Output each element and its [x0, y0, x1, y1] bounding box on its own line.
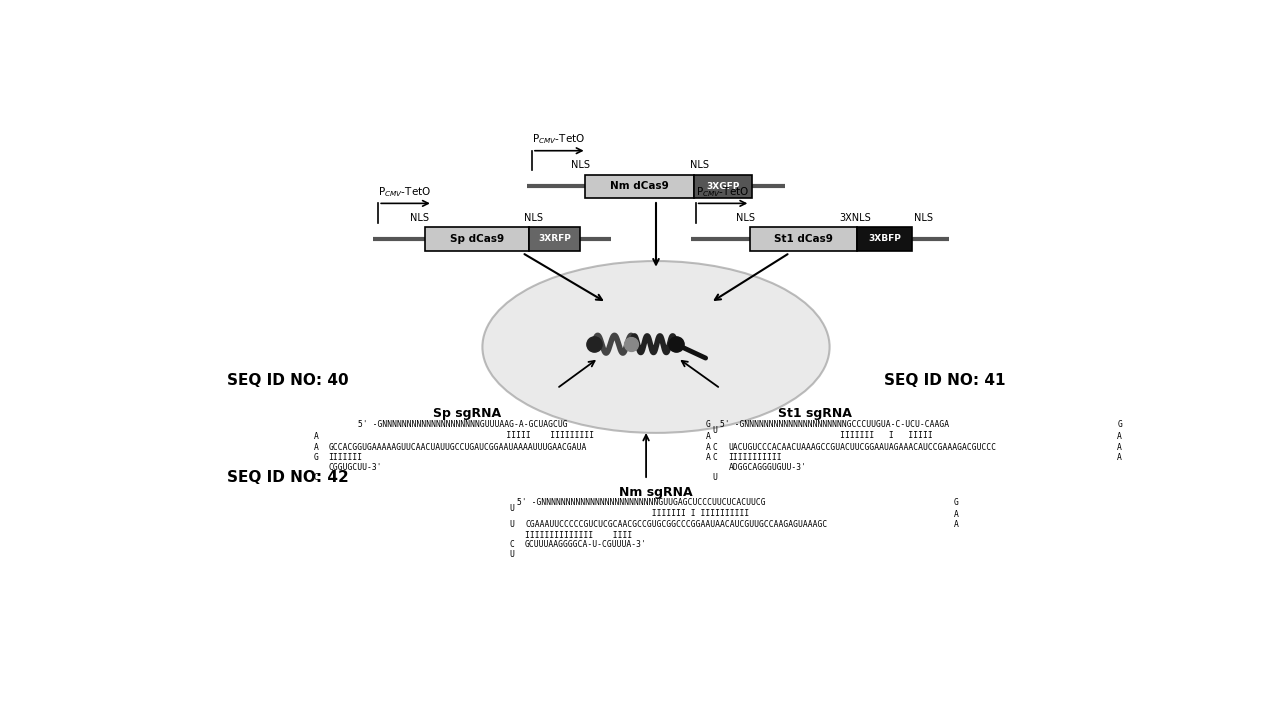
Text: C: C — [713, 443, 717, 451]
Text: NLS: NLS — [690, 160, 709, 170]
Text: NLS: NLS — [571, 160, 590, 170]
Text: A: A — [954, 521, 959, 529]
Text: NLS: NLS — [410, 213, 429, 222]
FancyBboxPatch shape — [694, 174, 751, 198]
FancyBboxPatch shape — [529, 228, 580, 251]
Text: U: U — [509, 504, 515, 513]
Text: P$_{CMV}$-TetO: P$_{CMV}$-TetO — [532, 132, 585, 146]
Text: UACUGUCCCACAACUAAAGCCGUACUUCGGAAUAGAAACAUCCGAAAGACGUCCC: UACUGUCCCACAACUAAAGCCGUACUUCGGAAUAGAAACA… — [728, 443, 997, 451]
FancyBboxPatch shape — [585, 174, 694, 198]
Text: IIIIIII I IIIIIIIIII: IIIIIII I IIIIIIIIII — [525, 509, 749, 518]
Text: C: C — [713, 453, 717, 462]
Text: G: G — [1117, 420, 1123, 429]
Ellipse shape — [483, 261, 829, 433]
FancyBboxPatch shape — [858, 228, 911, 251]
Text: Nm sgRNA: Nm sgRNA — [620, 486, 692, 499]
Text: Sp sgRNA: Sp sgRNA — [434, 407, 502, 420]
Text: A: A — [954, 510, 959, 519]
Text: C: C — [509, 541, 515, 549]
Text: SEQ ID NO: 42: SEQ ID NO: 42 — [228, 469, 349, 485]
Text: Sp dCas9: Sp dCas9 — [449, 234, 504, 244]
Text: GCUUUAAGGGGCA-U-CGUUUA-3': GCUUUAAGGGGCA-U-CGUUUA-3' — [525, 541, 646, 549]
Text: 3XRFP: 3XRFP — [538, 234, 571, 243]
Text: A: A — [1117, 443, 1123, 451]
Text: IIIIIIIIIII: IIIIIIIIIII — [728, 453, 782, 462]
Text: IIIIIII: IIIIIII — [329, 453, 362, 462]
Text: U: U — [713, 472, 717, 482]
Text: U: U — [713, 426, 717, 436]
Text: A: A — [1117, 453, 1123, 462]
Text: G: G — [314, 453, 319, 462]
Text: G: G — [705, 420, 710, 429]
Text: 5' -GNNNNNNNNNNNNNNNNNNNNGUUUAAG-A-GCUAGCUG: 5' -GNNNNNNNNNNNNNNNNNNNNGUUUAAG-A-GCUAG… — [358, 420, 568, 429]
Text: C: C — [314, 472, 319, 482]
Text: ADGGCAGGGUGUU-3': ADGGCAGGGUGUU-3' — [728, 463, 806, 472]
Text: CGAAAUUCCCCCGUCUCGCAACGCCGUGCGGCCCGGAAUAACAUCGUUGCCAAGAGUAAAGC: CGAAAUUCCCCCGUCUCGCAACGCCGUGCGGCCCGGAAUA… — [525, 521, 827, 529]
Text: IIIIIII   I   IIIII: IIIIIII I IIIII — [728, 431, 933, 440]
Text: SEQ ID NO: 41: SEQ ID NO: 41 — [884, 373, 1006, 388]
Text: P$_{CMV}$-TetO: P$_{CMV}$-TetO — [379, 185, 431, 199]
Text: U: U — [509, 550, 515, 559]
Text: IIIII    IIIIIIIII: IIIII IIIIIIIII — [404, 431, 594, 440]
Text: 5' -GNNNNNNNNNNNNNNNNNNNNNNNNGUUGAGCUCCCUUCUCACUUCG: 5' -GNNNNNNNNNNNNNNNNNNNNNNNNGUUGAGCUCCC… — [517, 498, 765, 507]
Text: A: A — [705, 443, 710, 451]
Text: Nm dCas9: Nm dCas9 — [611, 181, 669, 192]
Text: CGGUGCUU-3': CGGUGCUU-3' — [329, 463, 383, 472]
Text: 3XBFP: 3XBFP — [868, 234, 901, 243]
Text: St1 sgRNA: St1 sgRNA — [778, 407, 851, 420]
Text: St1 dCas9: St1 dCas9 — [774, 234, 833, 244]
Text: A: A — [314, 443, 319, 451]
Text: GCCACGGUGAAAAAGUUCAACUAUUGCCUGAUCGGAAUAAAAUUUGAACGAUA: GCCACGGUGAAAAAGUUCAACUAUUGCCUGAUCGGAAUAA… — [329, 443, 588, 451]
Text: 3XGFP: 3XGFP — [707, 181, 740, 191]
Text: NLS: NLS — [525, 213, 543, 222]
Text: G: G — [954, 498, 959, 507]
Text: A: A — [705, 432, 710, 441]
Text: U: U — [509, 521, 515, 529]
Text: A: A — [1117, 432, 1123, 441]
Text: 5' -GNNNNNNNNNNNNNNNNNNNNNGCCCUUGUA-C-UCU-CAAGA: 5' -GNNNNNNNNNNNNNNNNNNNNNGCCCUUGUA-C-UC… — [721, 420, 950, 429]
Text: P$_{CMV}$-TetO: P$_{CMV}$-TetO — [696, 185, 749, 199]
Text: NLS: NLS — [736, 213, 755, 222]
Text: SEQ ID NO: 40: SEQ ID NO: 40 — [228, 373, 349, 388]
Text: NLS: NLS — [914, 213, 933, 222]
Text: A: A — [314, 432, 319, 441]
FancyBboxPatch shape — [425, 228, 529, 251]
Text: IIIIIIIIIIIIII    IIII: IIIIIIIIIIIIII IIII — [525, 531, 632, 540]
Text: A: A — [705, 453, 710, 462]
FancyBboxPatch shape — [750, 228, 858, 251]
Text: 3XNLS: 3XNLS — [840, 213, 872, 222]
